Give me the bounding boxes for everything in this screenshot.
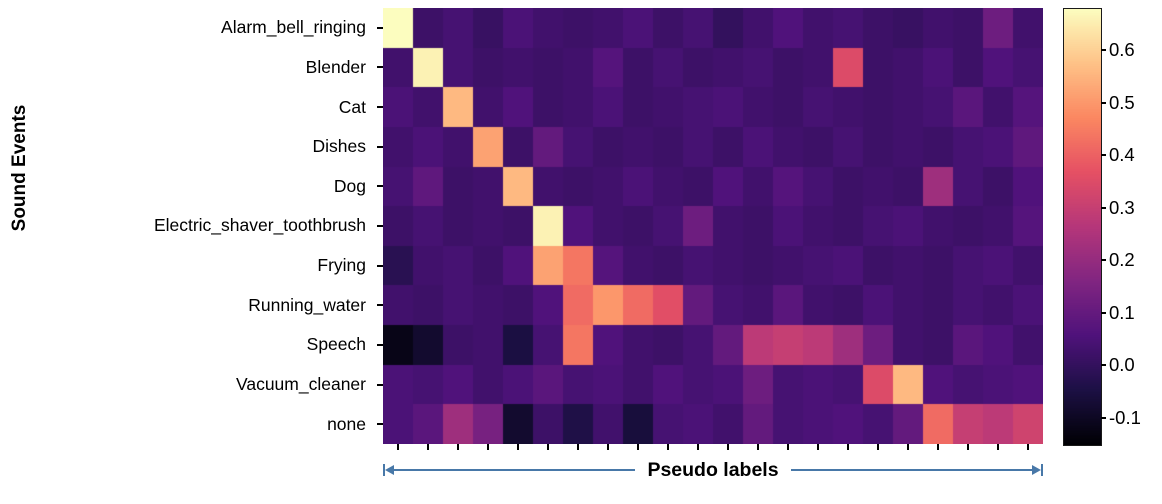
y-tick-label: Frying <box>317 255 366 276</box>
x-tick-mark <box>397 444 399 450</box>
colorbar-tick-mark <box>1101 206 1106 209</box>
x-tick-mark <box>937 444 939 450</box>
x-tick-mark <box>967 444 969 450</box>
y-axis-ticks <box>377 8 383 444</box>
y-tick-mark <box>377 304 383 307</box>
x-tick-mark <box>1027 444 1029 450</box>
x-tick-mark <box>547 444 549 450</box>
colorbar-tick-label: -0.1 <box>1109 406 1141 428</box>
x-tick-mark <box>907 444 909 450</box>
y-tick-label: Vacuum_cleaner <box>235 374 366 395</box>
right-extent-arrow-icon <box>790 462 1044 478</box>
left-extent-arrow-icon <box>383 462 636 478</box>
colorbar-tick-mark <box>1101 311 1106 314</box>
x-tick-mark <box>757 444 759 450</box>
x-tick-mark <box>877 444 879 450</box>
y-tick-mark <box>377 145 383 148</box>
x-tick-mark <box>847 444 849 450</box>
x-axis-ticks <box>383 444 1043 452</box>
y-tick-mark <box>377 383 383 386</box>
y-tick-mark <box>377 343 383 346</box>
colorbar-tick-mark <box>1101 416 1106 419</box>
x-axis-title: Pseudo labels <box>647 458 779 481</box>
colorbar-tick-mark <box>1101 49 1106 52</box>
colorbar-tick-mark <box>1101 364 1106 367</box>
colorbar-tick-mark <box>1101 101 1106 104</box>
y-tick-mark <box>377 106 383 109</box>
x-tick-mark <box>997 444 999 450</box>
x-tick-mark <box>787 444 789 450</box>
y-axis-labels: Alarm_bell_ringing Blender Cat Dishes Dog Ele… <box>0 8 376 444</box>
y-tick-mark <box>377 225 383 227</box>
y-tick-mark <box>377 185 383 188</box>
colorbar-tick-label: 0.2 <box>1109 249 1135 271</box>
y-tick-mark <box>377 423 383 426</box>
colorbar-tick-labels: 0.6 0.5 0.4 0.3 0.2 0.1 0.0 -0.1 <box>1101 8 1161 444</box>
y-tick-label: Blender <box>305 56 366 77</box>
y-tick-label: Electric_shaver_toothbrush <box>153 215 366 236</box>
y-tick-label: Cat <box>338 96 366 117</box>
y-tick-label: Dishes <box>312 136 367 157</box>
heatmap-canvas <box>383 8 1043 444</box>
colorbar-tick-label: 0.6 <box>1109 39 1135 61</box>
colorbar-tick-label: 0.5 <box>1109 91 1135 113</box>
y-tick-mark <box>377 26 383 29</box>
x-axis-title-row: Pseudo labels <box>383 458 1044 482</box>
colorbar-tick-label: 0.0 <box>1109 354 1135 376</box>
x-tick-mark <box>637 444 639 450</box>
x-tick-mark <box>727 444 729 450</box>
x-tick-mark <box>817 444 819 450</box>
colorbar-tick-label: 0.3 <box>1109 196 1135 218</box>
y-tick-label: Speech <box>306 334 366 355</box>
colorbar-tick-mark <box>1101 154 1106 157</box>
y-tick-mark <box>377 66 383 69</box>
x-tick-mark <box>457 444 459 450</box>
y-tick-mark <box>377 264 383 267</box>
x-tick-mark <box>577 444 579 450</box>
x-tick-mark <box>427 444 429 450</box>
x-tick-mark <box>667 444 669 450</box>
x-tick-mark <box>487 444 489 450</box>
colorbar-tick-mark <box>1101 259 1106 262</box>
colorbar-tick-label: 0.1 <box>1109 301 1135 323</box>
y-tick-label: none <box>327 413 366 434</box>
colorbar-gradient <box>1063 8 1102 446</box>
x-tick-mark <box>517 444 519 450</box>
y-tick-label: Running_water <box>248 294 366 315</box>
y-tick-label: Alarm_bell_ringing <box>221 17 366 38</box>
y-tick-label: Dog <box>333 175 366 196</box>
colorbar-tick-label: 0.4 <box>1109 144 1135 166</box>
x-tick-mark <box>607 444 609 450</box>
x-tick-mark <box>697 444 699 450</box>
